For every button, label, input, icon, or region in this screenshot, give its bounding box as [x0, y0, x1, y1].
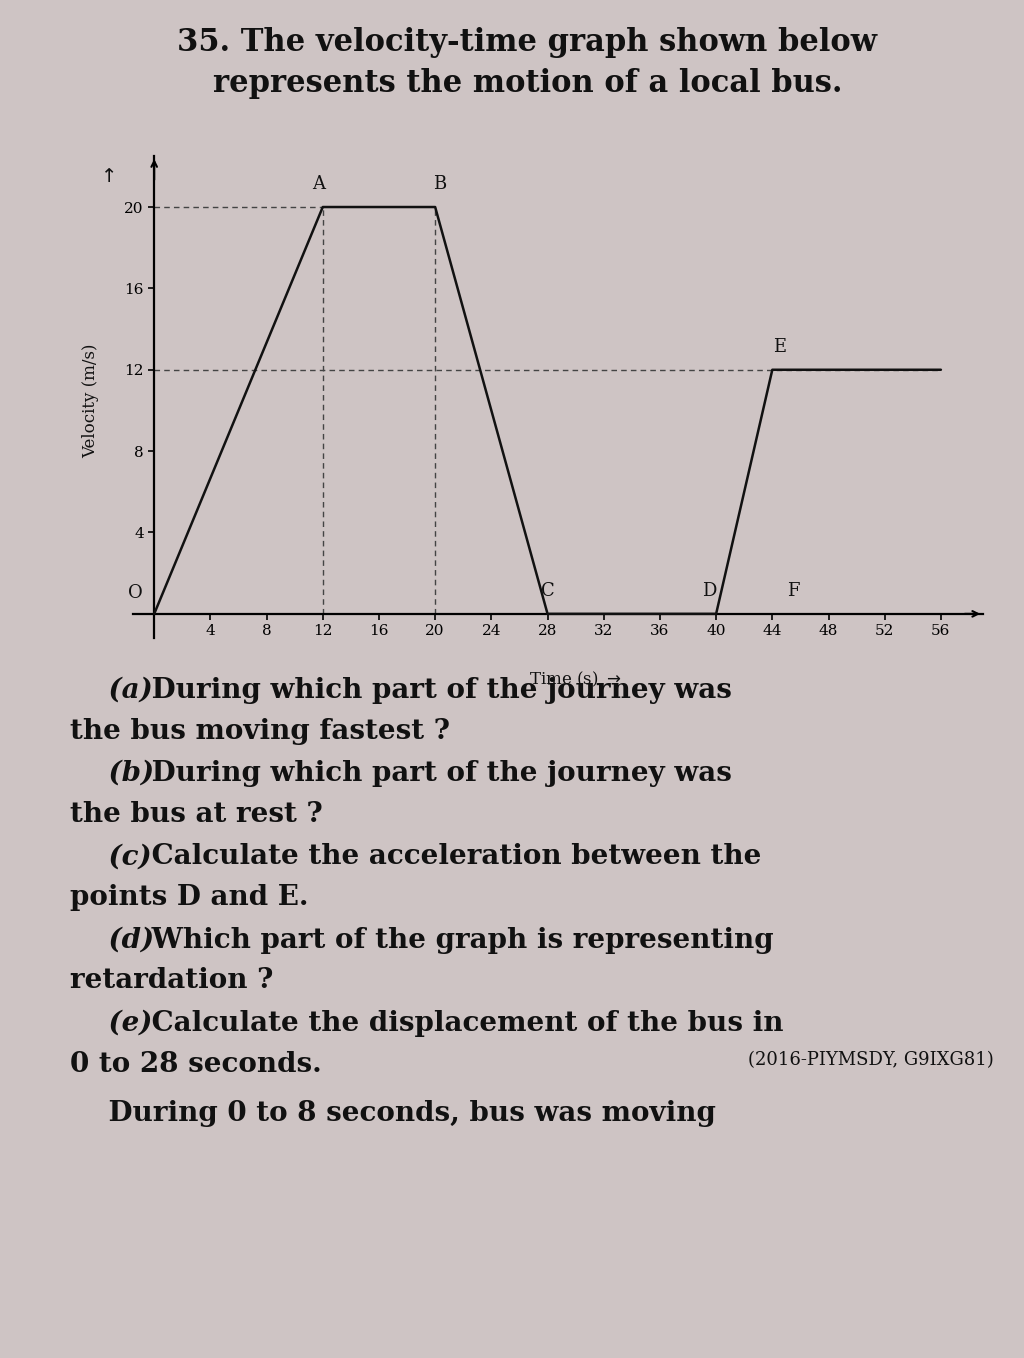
Text: (a): (a) — [71, 676, 154, 703]
Text: retardation ?: retardation ? — [71, 967, 273, 994]
Text: 35. The velocity-time graph shown below
represents the motion of a local bus.: 35. The velocity-time graph shown below … — [177, 27, 878, 99]
Text: A: A — [312, 175, 325, 193]
Text: Calculate the acceleration between the: Calculate the acceleration between the — [142, 843, 761, 870]
Text: (d): (d) — [71, 926, 155, 953]
Text: 0 to 28 seconds.: 0 to 28 seconds. — [71, 1051, 323, 1078]
Text: Velocity (m/s): Velocity (m/s) — [83, 344, 99, 458]
Text: During which part of the journey was: During which part of the journey was — [142, 676, 732, 703]
Text: C: C — [541, 581, 554, 600]
Text: Time (s) $\rightarrow$: Time (s) $\rightarrow$ — [529, 669, 622, 689]
Text: (2016-PIYMSDY, G9IXG81): (2016-PIYMSDY, G9IXG81) — [749, 1051, 994, 1069]
Text: Which part of the graph is representing: Which part of the graph is representing — [142, 926, 773, 953]
Text: (c): (c) — [71, 843, 153, 870]
Text: the bus at rest ?: the bus at rest ? — [71, 801, 324, 828]
Text: During 0 to 8 seconds, bus was moving: During 0 to 8 seconds, bus was moving — [71, 1100, 717, 1127]
Text: points D and E.: points D and E. — [71, 884, 309, 911]
Text: E: E — [773, 338, 785, 356]
Text: During which part of the journey was: During which part of the journey was — [142, 760, 732, 786]
Text: (e): (e) — [71, 1010, 153, 1038]
Text: D: D — [701, 581, 716, 600]
Text: the bus moving fastest ?: the bus moving fastest ? — [71, 717, 451, 744]
Text: Calculate the displacement of the bus in: Calculate the displacement of the bus in — [142, 1010, 783, 1038]
Text: B: B — [433, 175, 446, 193]
Text: (b): (b) — [71, 760, 155, 786]
Text: F: F — [787, 581, 800, 600]
Text: O: O — [128, 584, 143, 602]
Text: ↑: ↑ — [101, 167, 118, 186]
